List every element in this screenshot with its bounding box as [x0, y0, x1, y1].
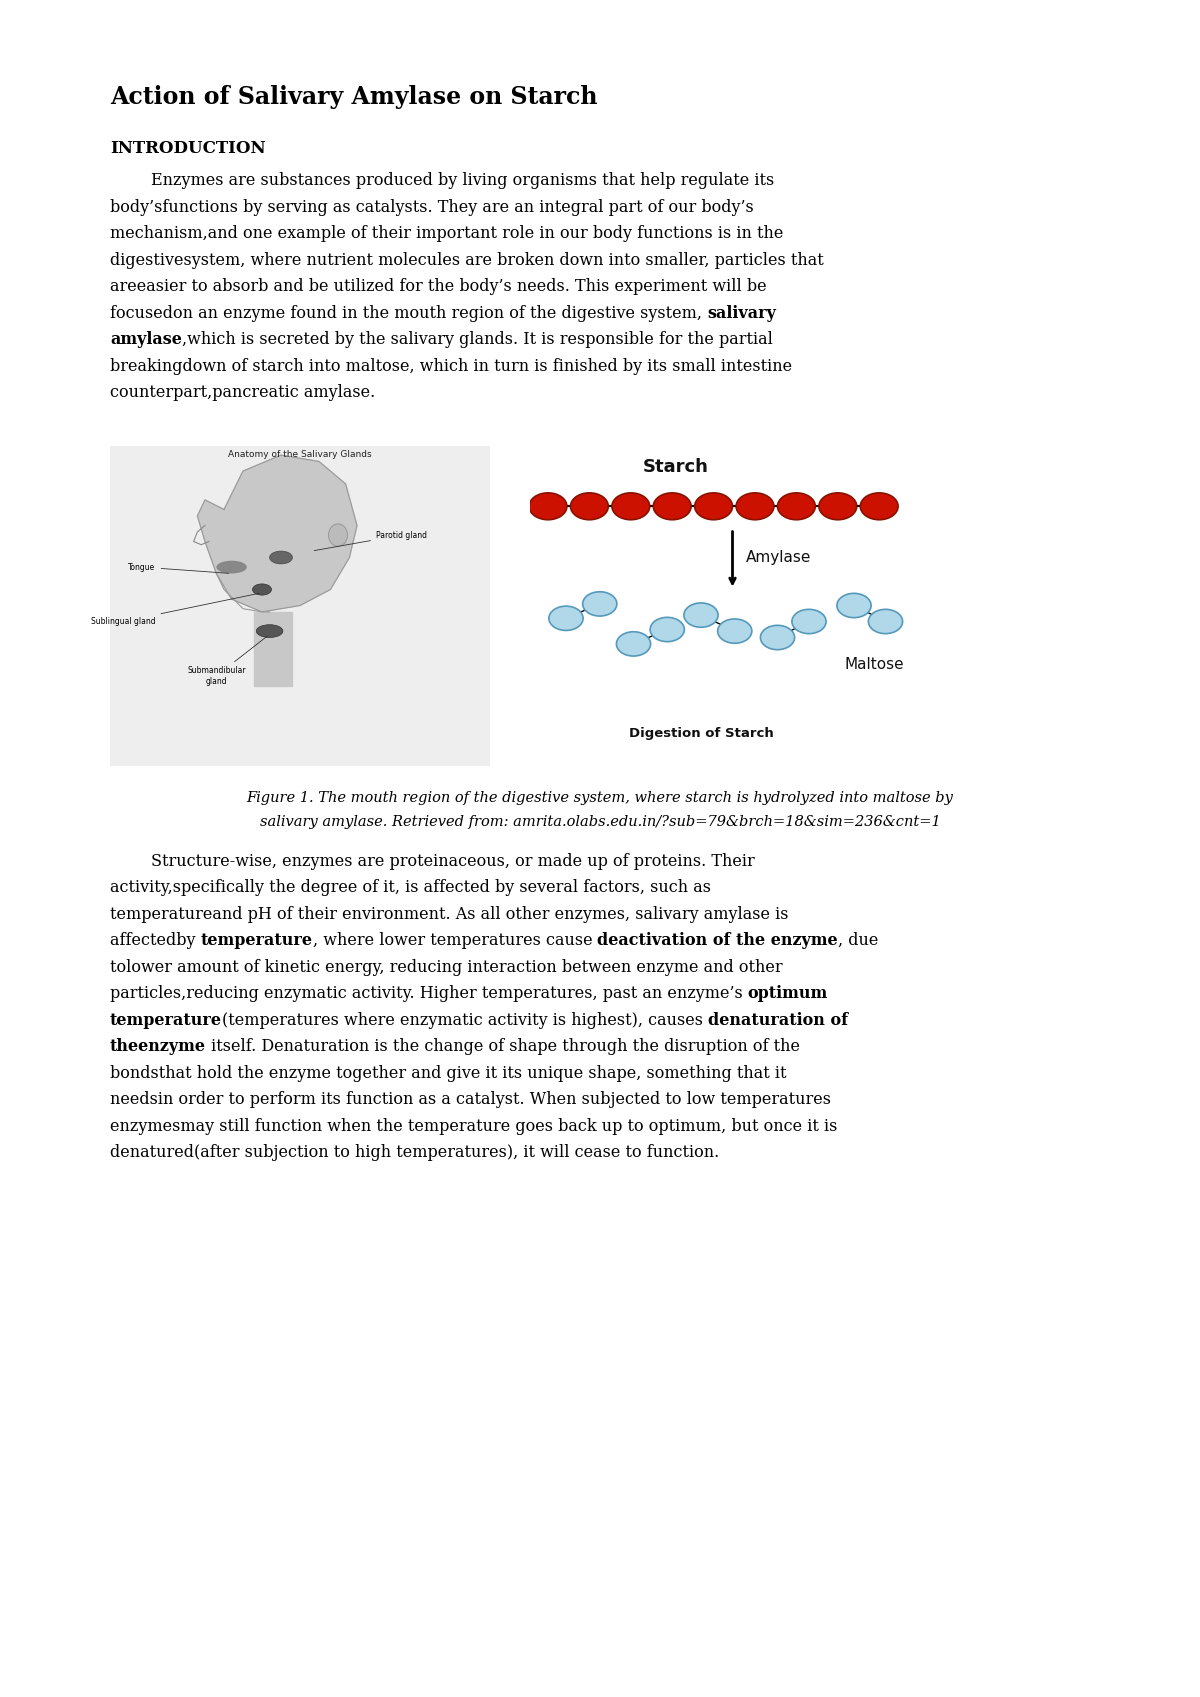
Circle shape: [778, 492, 815, 519]
Text: Figure 1. The mouth region of the digestive system, where starch is hydrolyzed i: Figure 1. The mouth region of the digest…: [246, 791, 954, 804]
Circle shape: [860, 492, 898, 519]
Text: , due: , due: [838, 932, 878, 949]
Circle shape: [570, 492, 608, 519]
Text: amylase: amylase: [110, 331, 182, 348]
Ellipse shape: [329, 524, 348, 546]
Text: INTRODUCTION: INTRODUCTION: [110, 139, 265, 158]
Circle shape: [653, 492, 691, 519]
Text: activity,specifically the degree of it, is affected by several factors, such as: activity,specifically the degree of it, …: [110, 879, 710, 896]
Circle shape: [836, 594, 871, 618]
Text: bondsthat hold the enzyme together and give it its unique shape, something that : bondsthat hold the enzyme together and g…: [110, 1064, 786, 1081]
Circle shape: [612, 492, 649, 519]
Text: areeasier to absorb and be utilized for the body’s needs. This experiment will b: areeasier to absorb and be utilized for …: [110, 278, 767, 295]
Ellipse shape: [216, 560, 247, 574]
Text: theenzyme: theenzyme: [110, 1039, 206, 1056]
Text: focusedon an enzyme found in the mouth region of the digestive system,: focusedon an enzyme found in the mouth r…: [110, 304, 707, 321]
Text: itself. Denaturation is the change of shape through the disruption of the: itself. Denaturation is the change of sh…: [206, 1039, 800, 1056]
Text: Enzymes are substances produced by living organisms that help regulate its: Enzymes are substances produced by livin…: [110, 171, 774, 188]
Text: (temperatures where enzymatic activity is highest), causes: (temperatures where enzymatic activity i…: [222, 1011, 708, 1028]
Text: Maltose: Maltose: [845, 657, 905, 672]
Text: ,which is secreted by the salivary glands. It is responsible for the partial: ,which is secreted by the salivary gland…: [182, 331, 773, 348]
Circle shape: [583, 592, 617, 616]
Text: , where lower temperatures cause: , where lower temperatures cause: [313, 932, 598, 949]
Text: Sublingual gland: Sublingual gland: [91, 594, 259, 626]
Text: Submandibular
gland: Submandibular gland: [187, 636, 268, 686]
Text: salivary amylase. Retrieved from: amrita.olabs.edu.in/?sub=79&brch=18&sim=236&cn: salivary amylase. Retrieved from: amrita…: [259, 815, 941, 828]
Text: breakingdown of starch into maltose, which in turn is finished by its small inte: breakingdown of starch into maltose, whi…: [110, 358, 792, 375]
Text: affectedby: affectedby: [110, 932, 200, 949]
Circle shape: [869, 609, 902, 633]
Circle shape: [792, 609, 826, 633]
Text: mechanism,and one example of their important role in our body functions is in th: mechanism,and one example of their impor…: [110, 226, 784, 243]
Text: temperatureand pH of their environment. As all other enzymes, salivary amylase i: temperatureand pH of their environment. …: [110, 906, 788, 923]
Text: Amylase: Amylase: [746, 550, 811, 565]
Text: Action of Salivary Amylase on Starch: Action of Salivary Amylase on Starch: [110, 85, 598, 109]
Text: temperature: temperature: [110, 1011, 222, 1028]
Circle shape: [695, 492, 732, 519]
Circle shape: [736, 492, 774, 519]
Text: denatured(after subjection to high temperatures), it will cease to function.: denatured(after subjection to high tempe…: [110, 1144, 719, 1161]
Text: Digestion of Starch: Digestion of Starch: [629, 726, 773, 740]
Circle shape: [718, 619, 752, 643]
Text: Anatomy of the Salivary Glands: Anatomy of the Salivary Glands: [228, 450, 372, 460]
Text: Structure-wise, enzymes are proteinaceous, or made up of proteins. Their: Structure-wise, enzymes are proteinaceou…: [110, 852, 755, 869]
Polygon shape: [254, 613, 293, 686]
Circle shape: [548, 606, 583, 631]
Text: Tongue: Tongue: [128, 563, 229, 574]
Text: needsin order to perform its function as a catalyst. When subjected to low tempe: needsin order to perform its function as…: [110, 1091, 830, 1108]
Text: denaturation of: denaturation of: [708, 1011, 848, 1028]
Text: Starch: Starch: [642, 458, 708, 477]
Text: body’sfunctions by serving as catalysts. They are an integral part of our body’s: body’sfunctions by serving as catalysts.…: [110, 199, 754, 216]
Text: deactivation of the enzyme: deactivation of the enzyme: [598, 932, 838, 949]
Circle shape: [529, 492, 566, 519]
Text: counterpart,pancreatic amylase.: counterpart,pancreatic amylase.: [110, 384, 376, 400]
Text: digestivesystem, where nutrient molecules are broken down into smaller, particle: digestivesystem, where nutrient molecule…: [110, 251, 823, 268]
Text: temperature: temperature: [200, 932, 313, 949]
Circle shape: [818, 492, 857, 519]
Text: salivary: salivary: [707, 304, 776, 321]
Circle shape: [684, 602, 718, 628]
Text: particles,reducing enzymatic activity. Higher temperatures, past an enzyme’s: particles,reducing enzymatic activity. H…: [110, 984, 748, 1001]
Text: tolower amount of kinetic energy, reducing interaction between enzyme and other: tolower amount of kinetic energy, reduci…: [110, 959, 782, 976]
Text: Parotid gland: Parotid gland: [314, 531, 427, 550]
Text: optimum: optimum: [748, 984, 828, 1001]
Circle shape: [650, 618, 684, 641]
Circle shape: [761, 624, 794, 650]
Ellipse shape: [257, 624, 283, 638]
Ellipse shape: [270, 552, 293, 563]
Ellipse shape: [252, 584, 271, 596]
Text: enzymesmay still function when the temperature goes back up to optimum, but once: enzymesmay still function when the tempe…: [110, 1118, 838, 1135]
Circle shape: [617, 631, 650, 657]
Polygon shape: [197, 455, 358, 613]
